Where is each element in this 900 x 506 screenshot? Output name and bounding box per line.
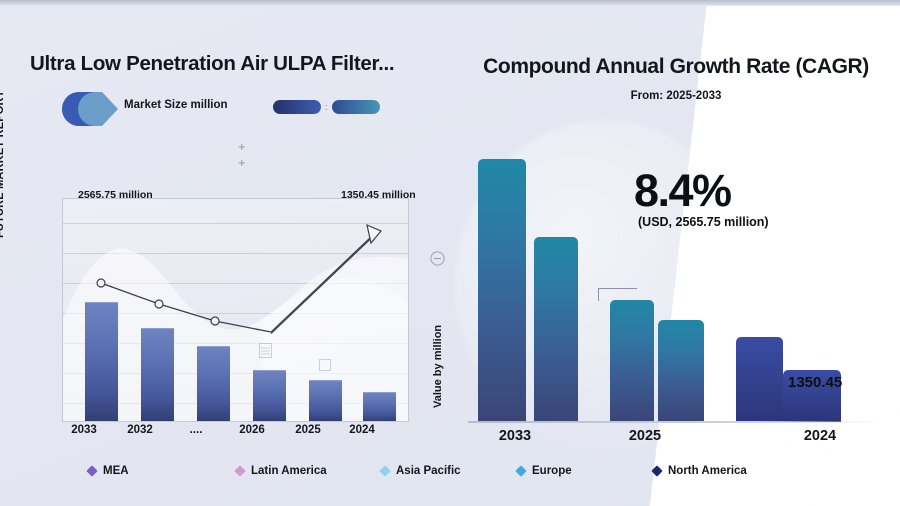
pill-swatch-secondary [331,100,380,114]
left-bar-2033 [85,302,118,421]
pill-separator: : [325,101,328,112]
circle-minus-icon [430,251,445,266]
plus-icon-top: + [238,139,246,154]
legend-dot-mea [86,465,98,477]
right-bar-2024-b [783,370,841,422]
legend-dot-europe [515,465,527,477]
pill-swatch-primary [273,100,321,114]
legend-dot-asia-pacific [379,465,391,477]
ghost-list-icon [259,343,272,358]
right-panel-subtitle: From: 2025-2033 [630,90,722,102]
left-panel-title: Ultra Low Penetration Air ULPA Filter... [30,52,395,75]
right-chart-callout-value: 1350.45 [788,374,843,391]
hexagon-two-tone-icon [62,92,122,126]
plus-marks-decoration: + + [238,139,246,171]
right-chart-tick-bracket [598,288,637,301]
legend-dot-north-america [651,465,663,477]
legend-label-latin-america: Latin America [251,465,327,477]
right-xlabel-0: 2033 [498,428,532,444]
right-bar-2024-a [736,337,783,422]
right-chart-y-axis-label: Value by million [432,324,444,408]
right-bar-2033-b [534,237,578,422]
legend-item-asia-pacific[interactable]: Asia Pacific [379,465,461,477]
right-panel-title: Compound Annual Growth Rate (CAGR) [483,55,869,78]
legend-label-mea: MEA [103,465,129,477]
left-bar-2026 [253,370,286,421]
plus-icon-bottom: + [238,155,246,170]
right-chart-baseline [468,421,880,423]
cagr-note: (USD, 2565.75 million) [638,215,769,229]
legend-dot-latin-america [234,465,246,477]
left-xlabel-2: .... [189,424,203,436]
left-xlabel-1: 2032 [127,424,153,436]
left-chart-plot-area [62,198,409,422]
right-bar-2025-a [610,300,654,422]
ghost-square-icon [319,359,331,371]
right-bar-2033-a [478,159,526,422]
left-chart-y-axis-label: FUTURE MARKET REPORT [0,90,6,238]
legend-item-mea[interactable]: MEA [86,465,129,477]
left-bar-gap [197,346,230,421]
left-bar-2025 [309,380,342,421]
left-xlabel-3: 2026 [239,424,265,436]
left-xlabel-0: 2033 [71,424,97,436]
legend-item-latin-america[interactable]: Latin America [234,465,327,477]
market-size-legend-label: Market Size million [124,99,228,111]
left-xlabel-4: 2025 [295,424,321,436]
gradient-pill-legend: : [273,100,380,114]
left-xlabel-5: 2024 [349,424,375,436]
legend-label-asia-pacific: Asia Pacific [396,465,461,477]
top-border-line [0,0,900,6]
right-xlabel-2: 2024 [803,428,837,444]
left-bar-2024 [363,392,396,421]
right-chart-plot-area [468,120,880,422]
cagr-value: 8.4% [634,165,732,216]
right-xlabel-1: 2025 [628,428,662,444]
legend-row: MEA Latin America Asia Pacific Europe No… [86,465,788,483]
legend-item-europe[interactable]: Europe [515,465,572,477]
legend-label-europe: Europe [532,465,572,477]
left-bar-2032 [141,328,174,421]
legend-item-north-america[interactable]: North America [651,465,747,477]
legend-label-north-america: North America [668,465,747,477]
right-bar-2025-b [658,320,704,422]
